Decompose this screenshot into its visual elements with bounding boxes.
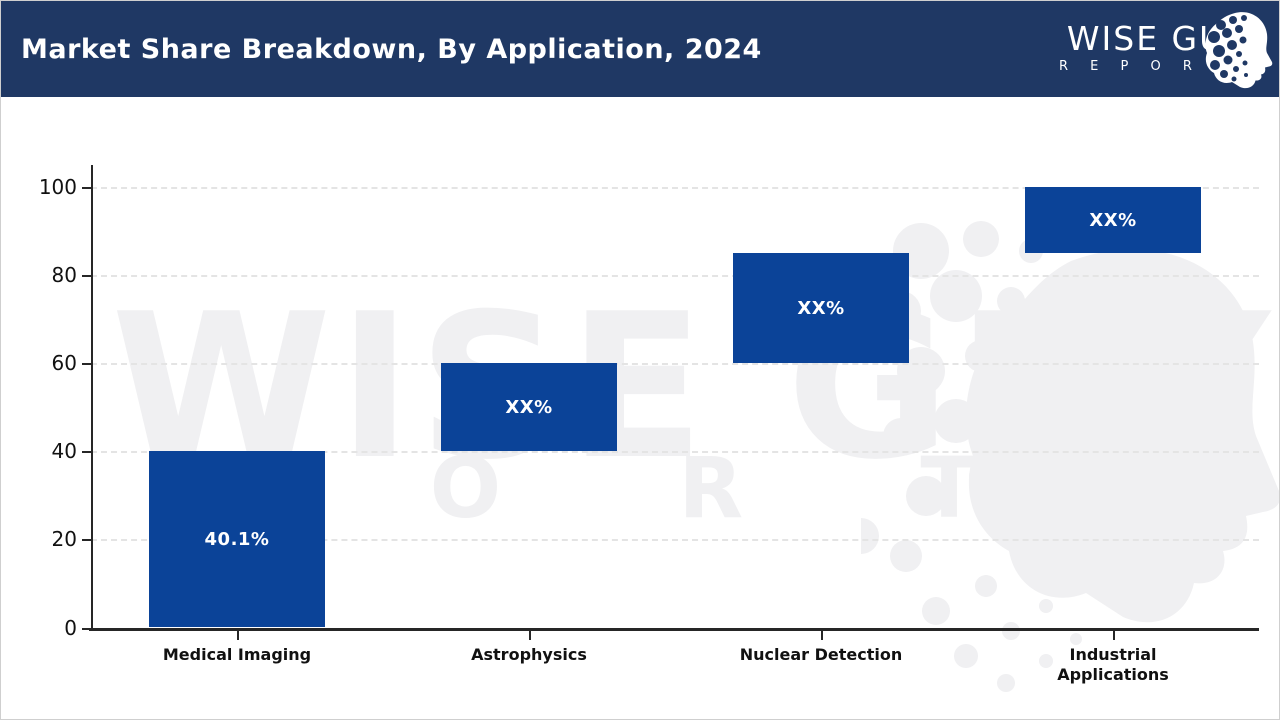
y-tick-label-0: 0 [64, 615, 77, 640]
page-title: Market Share Breakdown, By Application, … [21, 33, 762, 65]
y-tick-label-80: 80 [51, 263, 77, 288]
bar-value-label: 40.1% [204, 528, 270, 550]
x-tick-3 [1113, 630, 1115, 640]
y-tick-100 [82, 187, 91, 190]
gridline-80 [91, 275, 1259, 278]
x-axis-line [89, 627, 1259, 631]
x-tick-2 [821, 630, 823, 640]
bar-value-label: XX% [797, 297, 845, 319]
bar-3: XX% [1025, 187, 1201, 254]
waterfall-chart: 0 20 40 60 80 100 40.1% XX% XX% XX% Medical Imagin… [1, 97, 1279, 719]
y-tick-40 [82, 451, 91, 454]
header-bar: Market Share Breakdown, By Application, … [1, 1, 1279, 97]
gridline-100 [91, 187, 1259, 190]
wiseguy-logo: WISE GUY R E P O R T S [1023, 5, 1273, 93]
gridline-60 [91, 363, 1259, 366]
y-tick-80 [82, 275, 91, 278]
y-tick-0 [82, 627, 91, 630]
y-tick-20 [82, 539, 91, 542]
x-axis-label: Medical Imaging [162, 644, 312, 664]
y-tick-60 [82, 363, 91, 366]
y-tick-label-100: 100 [38, 175, 77, 200]
logo-subtitle: R E P O R T S [1059, 59, 1262, 74]
bar-value-label: XX% [1089, 209, 1137, 231]
x-axis-label: Nuclear Detection [739, 644, 903, 664]
y-axis-line [91, 165, 93, 630]
gridline-20 [91, 539, 1259, 542]
x-tick-1 [529, 630, 531, 640]
bar-value-label: XX% [505, 396, 553, 418]
gridline-40 [91, 451, 1259, 454]
x-axis-label: Astrophysics [471, 644, 587, 664]
x-axis-label: Industrial Applications [1057, 644, 1169, 684]
y-tick-label-40: 40 [51, 439, 77, 464]
x-tick-0 [237, 630, 239, 640]
bar-1: XX% [441, 363, 617, 451]
bar-0: 40.1% [149, 450, 325, 628]
y-tick-label-60: 60 [51, 351, 77, 376]
head-watermark-icon [843, 221, 1279, 705]
y-tick-label-20: 20 [51, 527, 77, 552]
bar-2: XX% [733, 253, 909, 364]
